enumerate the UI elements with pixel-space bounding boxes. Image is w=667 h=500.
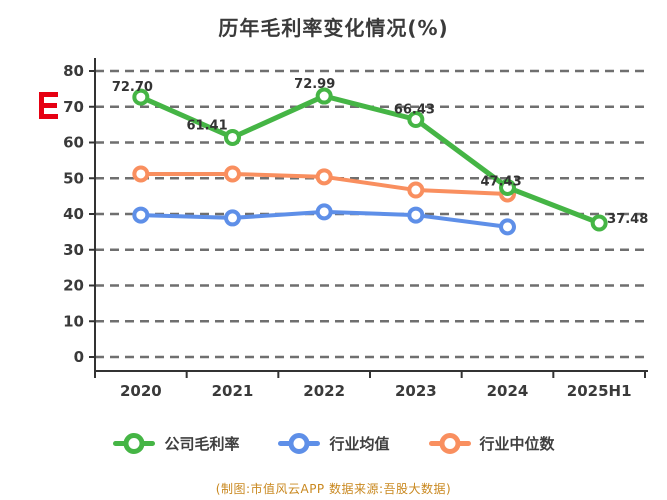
data-point-marker[interactable] — [224, 128, 241, 146]
data-point-marker[interactable] — [499, 178, 516, 196]
y-tick-label: 30 — [63, 241, 84, 259]
legend-label: 公司毛利率 — [164, 435, 240, 453]
data-point-label: 72.99 — [294, 77, 335, 92]
data-point-marker[interactable] — [315, 87, 333, 105]
y-tick-label: 70 — [63, 98, 84, 116]
legend-item-company-gross-margin[interactable]: 公司毛利率 — [112, 432, 239, 455]
y-tick-label: 80 — [63, 62, 84, 80]
red-logo-watermark-icon — [39, 92, 58, 119]
x-tick-label: 2021 — [212, 382, 254, 400]
y-tick-label: 60 — [63, 134, 84, 152]
data-point-marker[interactable] — [590, 214, 608, 232]
chart-title: 历年毛利率变化情况(%) — [218, 16, 449, 40]
data-point-marker[interactable] — [499, 218, 516, 236]
data-point-label: 72.70 — [112, 80, 153, 95]
data-point-marker[interactable] — [315, 203, 333, 221]
data-point-label: 61.41 — [187, 118, 228, 133]
legend-item-industry-median[interactable]: 行业中位数 — [428, 432, 555, 455]
y-tick-label: 40 — [63, 205, 84, 223]
data-point-marker[interactable] — [132, 88, 150, 106]
y-tick-label: 0 — [74, 348, 84, 366]
data-point-marker[interactable] — [132, 206, 150, 224]
legend-item-industry-mean[interactable]: 行业均值 — [277, 432, 390, 455]
y-tick-label: 10 — [63, 312, 84, 330]
legend-marker-icon — [278, 433, 321, 454]
x-tick-label: 2024 — [487, 382, 529, 400]
x-tick-label: 2025H1 — [567, 382, 632, 400]
data-point-marker[interactable] — [224, 209, 241, 227]
chart-legend: 公司毛利率 行业均值 行业中位数 — [0, 432, 667, 455]
x-tick-label: 2020 — [120, 382, 162, 400]
source-caption: (制图:市值风云APP 数据来源:吾股大数据) — [215, 482, 452, 496]
x-tick-label: 2023 — [395, 382, 437, 400]
data-point-marker[interactable] — [407, 206, 425, 224]
data-point-marker[interactable] — [315, 168, 333, 186]
data-point-marker[interactable] — [407, 181, 425, 199]
y-tick-label: 50 — [63, 169, 84, 187]
data-point-marker[interactable] — [224, 165, 241, 183]
data-point-marker[interactable] — [132, 165, 150, 183]
y-tick-label: 20 — [63, 277, 84, 295]
series-line — [138, 93, 602, 226]
data-point-label: 66.43 — [394, 103, 435, 118]
data-point-label: 37.48 — [607, 212, 648, 227]
legend-marker-icon — [113, 433, 156, 454]
line-chart: 0 10 20 30 40 50 60 70 80 2020 2021 2022 2023 2024 202… — [63, 58, 648, 400]
data-point-marker[interactable] — [407, 111, 425, 129]
legend-label: 行业均值 — [329, 435, 390, 453]
legend-marker-icon — [428, 433, 471, 454]
x-tick-label: 2022 — [303, 382, 345, 400]
data-point-label: 47.43 — [481, 174, 522, 189]
legend-label: 行业中位数 — [479, 435, 555, 453]
